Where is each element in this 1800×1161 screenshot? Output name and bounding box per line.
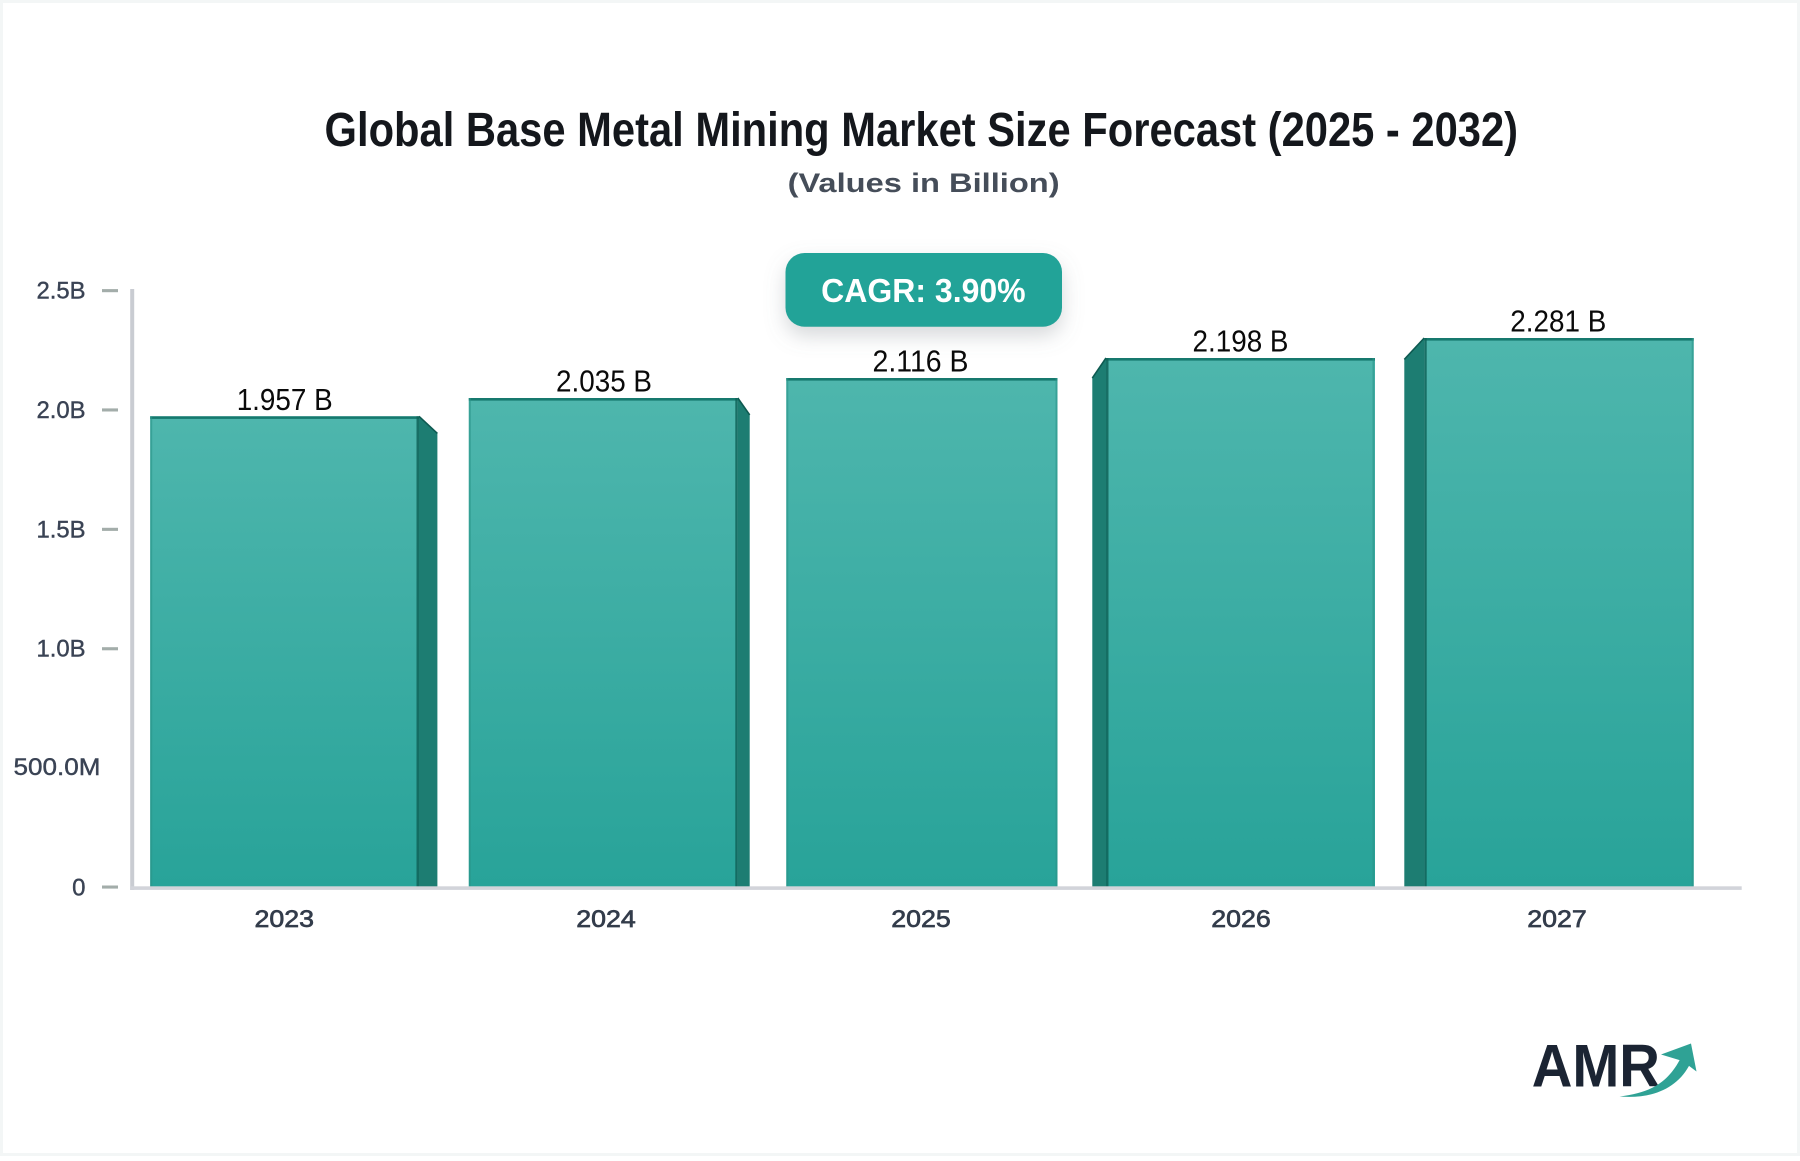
svg-text:2.0B: 2.0B <box>37 397 86 424</box>
svg-text:CAGR: 3.90%: CAGR: 3.90% <box>821 273 1026 310</box>
svg-text:AMR: AMR <box>1532 1032 1660 1100</box>
svg-text:2.116 B: 2.116 B <box>873 343 969 378</box>
svg-text:2.198 B: 2.198 B <box>1193 323 1289 358</box>
svg-text:2.281 B: 2.281 B <box>1510 303 1606 338</box>
svg-text:2025: 2025 <box>891 906 951 933</box>
svg-text:1.957 B: 1.957 B <box>237 382 333 417</box>
svg-text:2026: 2026 <box>1211 906 1271 933</box>
svg-text:2023: 2023 <box>255 906 315 933</box>
svg-text:1.0B: 1.0B <box>37 636 86 663</box>
svg-text:Global Base Metal Mining Marke: Global Base Metal Mining Market Size For… <box>325 104 1519 157</box>
svg-text:2027: 2027 <box>1527 906 1587 933</box>
svg-text:2.5B: 2.5B <box>37 277 86 304</box>
svg-text:500.0M: 500.0M <box>14 754 101 781</box>
svg-text:0: 0 <box>72 874 85 901</box>
svg-text:(Values in Billion): (Values in Billion) <box>788 168 1060 198</box>
svg-text:2024: 2024 <box>576 906 636 933</box>
svg-text:2.035 B: 2.035 B <box>556 363 652 398</box>
svg-text:1.5B: 1.5B <box>37 516 86 543</box>
